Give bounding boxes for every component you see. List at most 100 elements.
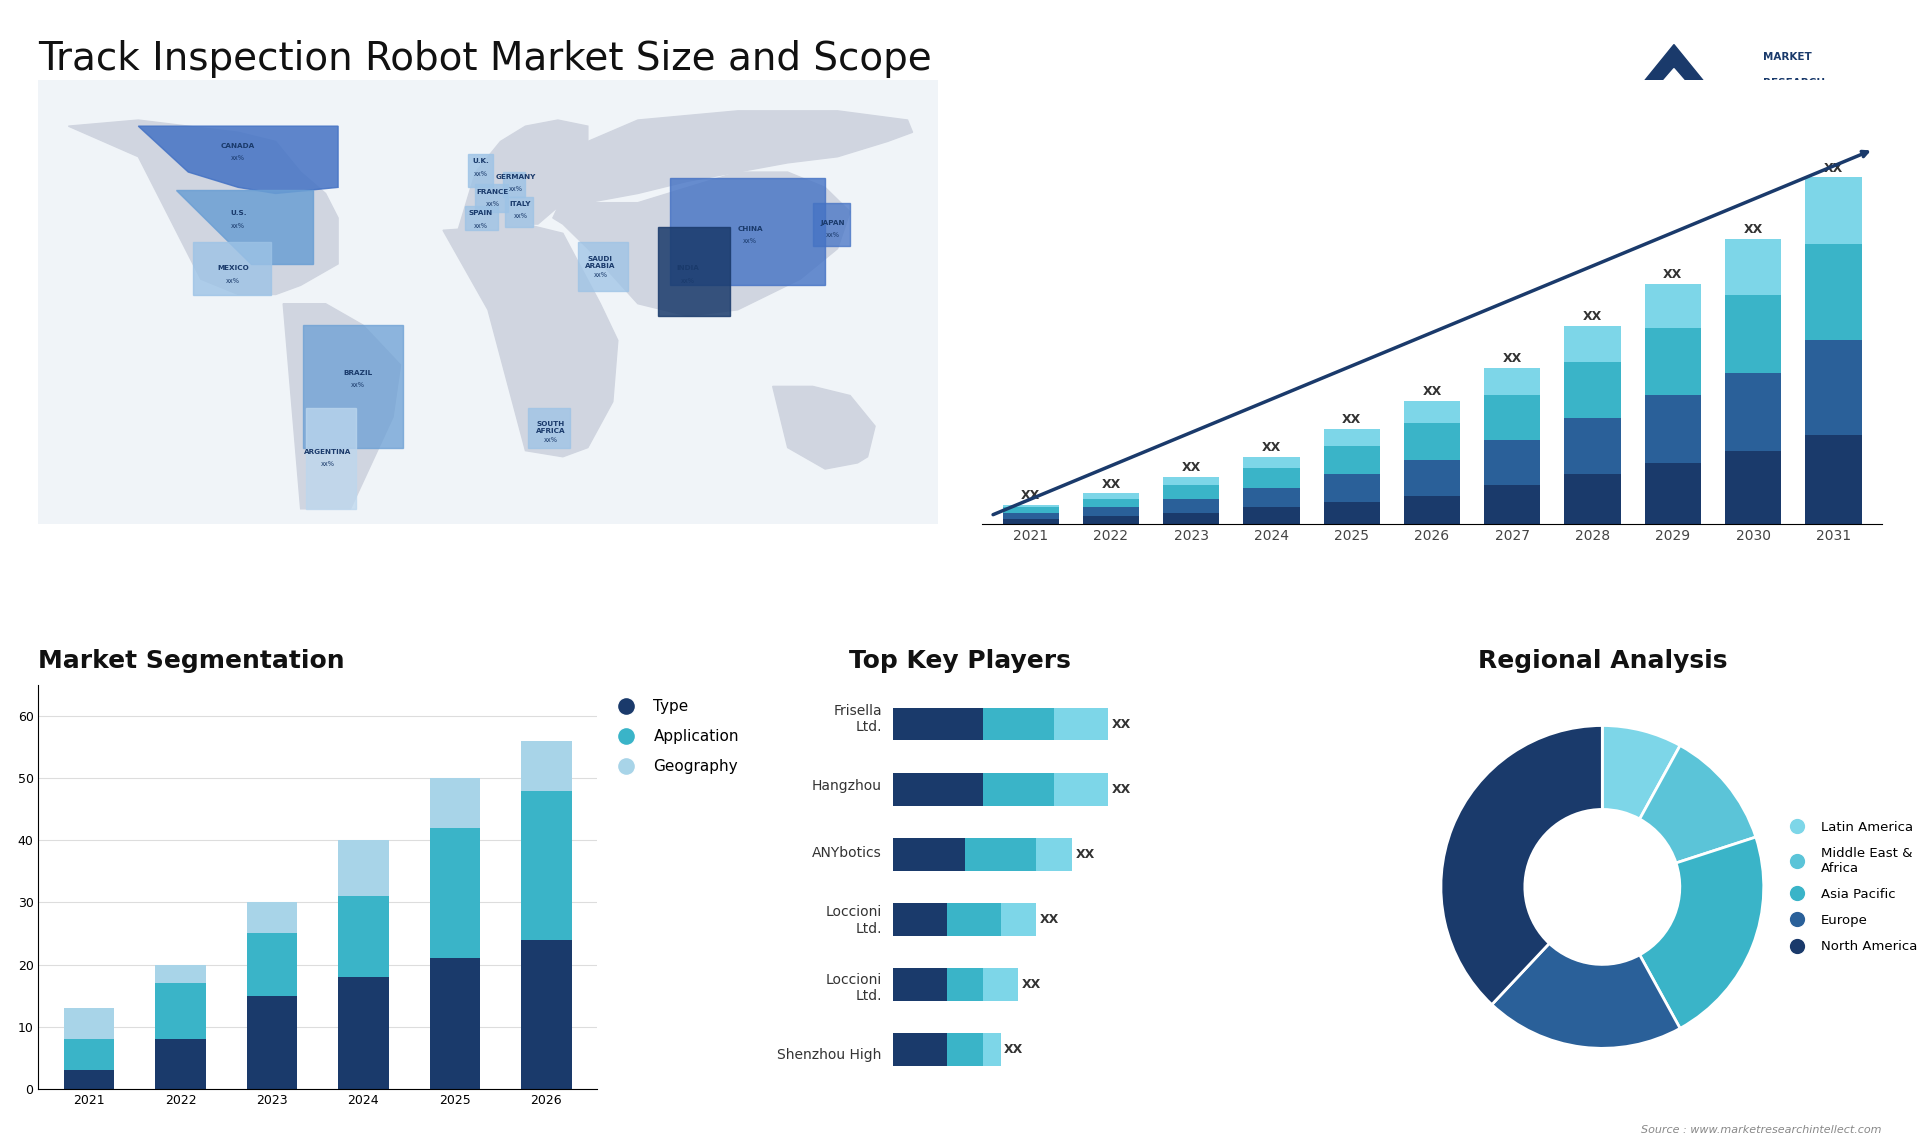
Bar: [1323, 446, 1380, 473]
Bar: [1404, 423, 1459, 460]
Text: XX: XX: [1423, 385, 1442, 399]
Bar: [1645, 463, 1701, 524]
Text: U.K.: U.K.: [472, 158, 490, 164]
Bar: [156, 965, 205, 983]
Bar: [430, 778, 480, 827]
Text: Shenzhou High: Shenzhou High: [778, 1049, 881, 1062]
Bar: [430, 827, 480, 958]
Polygon shape: [553, 111, 912, 218]
Bar: [1645, 395, 1701, 463]
Bar: [156, 1039, 205, 1089]
Text: xx%: xx%: [743, 238, 756, 244]
Text: xx%: xx%: [230, 222, 246, 229]
Text: BRAZIL: BRAZIL: [344, 370, 372, 376]
Polygon shape: [503, 172, 526, 197]
Bar: [1645, 283, 1701, 329]
Text: Loccioni
Ltd.: Loccioni Ltd.: [826, 973, 881, 1003]
Bar: [1565, 362, 1620, 418]
Text: GERMANY: GERMANY: [495, 174, 536, 180]
Polygon shape: [305, 408, 355, 509]
Bar: [1323, 502, 1380, 524]
Text: CANADA: CANADA: [221, 143, 255, 149]
Bar: [1724, 374, 1782, 452]
Text: Frisella
Ltd.: Frisella Ltd.: [833, 704, 881, 733]
Bar: [1083, 508, 1139, 516]
Bar: [1404, 401, 1459, 423]
Text: xx%: xx%: [486, 202, 499, 207]
Polygon shape: [465, 206, 497, 230]
Bar: [63, 1070, 113, 1089]
Text: xx%: xx%: [227, 277, 240, 284]
Polygon shape: [69, 120, 338, 295]
Text: Track Inspection Robot Market Size and Scope: Track Inspection Robot Market Size and S…: [38, 40, 931, 78]
Bar: [1805, 244, 1862, 339]
Polygon shape: [303, 325, 403, 448]
Text: INDIA: INDIA: [676, 266, 699, 272]
Text: xx%: xx%: [682, 277, 695, 284]
Text: XX: XX: [1021, 488, 1041, 502]
Polygon shape: [670, 178, 826, 285]
Text: xx%: xx%: [351, 382, 365, 387]
Text: Loccioni
Ltd.: Loccioni Ltd.: [826, 905, 881, 935]
Text: xx%: xx%: [321, 462, 336, 468]
Bar: [1484, 368, 1540, 395]
Text: XX: XX: [1663, 268, 1682, 281]
Wedge shape: [1492, 943, 1680, 1049]
Bar: [1002, 518, 1058, 524]
Text: ARGENTINA: ARGENTINA: [305, 449, 351, 455]
Bar: [63, 1008, 113, 1039]
Polygon shape: [459, 120, 588, 230]
Bar: [1805, 339, 1862, 434]
Bar: [1565, 473, 1620, 524]
Text: xx%: xx%: [543, 437, 557, 444]
Text: xx%: xx%: [474, 171, 488, 176]
Polygon shape: [578, 243, 628, 291]
Polygon shape: [476, 185, 509, 212]
Bar: [1484, 440, 1540, 485]
Bar: [1404, 460, 1459, 496]
Text: INTELLECT: INTELLECT: [1763, 104, 1826, 115]
Bar: [430, 958, 480, 1089]
Polygon shape: [553, 172, 851, 316]
Bar: [1724, 295, 1782, 374]
Wedge shape: [1440, 725, 1603, 1005]
Bar: [1164, 513, 1219, 524]
Text: XX: XX: [1261, 441, 1281, 454]
Text: SOUTH
AFRICA: SOUTH AFRICA: [536, 422, 564, 434]
Bar: [1002, 504, 1058, 508]
Bar: [1724, 452, 1782, 524]
Polygon shape: [282, 304, 401, 509]
Text: xx%: xx%: [826, 231, 839, 238]
Bar: [1164, 485, 1219, 499]
Bar: [248, 902, 298, 934]
Bar: [1002, 513, 1058, 518]
Text: SAUDI
ARABIA: SAUDI ARABIA: [586, 256, 616, 269]
Text: SPAIN: SPAIN: [468, 211, 493, 217]
Bar: [1164, 477, 1219, 485]
Text: ITALY: ITALY: [509, 202, 532, 207]
Bar: [63, 1039, 113, 1070]
Bar: [338, 976, 388, 1089]
Text: XX: XX: [1743, 223, 1763, 236]
FancyBboxPatch shape: [1588, 21, 1897, 146]
Text: XX: XX: [1342, 414, 1361, 426]
Bar: [1244, 457, 1300, 469]
Bar: [1244, 508, 1300, 524]
Text: XX: XX: [1503, 352, 1523, 364]
Polygon shape: [1632, 69, 1716, 117]
Polygon shape: [772, 386, 876, 469]
Text: ANYbotics: ANYbotics: [812, 846, 881, 861]
Bar: [156, 983, 205, 1039]
Bar: [1323, 473, 1380, 502]
Polygon shape: [194, 243, 271, 295]
Polygon shape: [177, 190, 313, 264]
Text: Market Segmentation: Market Segmentation: [38, 650, 346, 674]
Legend: Latin America, Middle East &
Africa, Asia Pacific, Europe, North America: Latin America, Middle East & Africa, Asi…: [1778, 815, 1920, 958]
Bar: [1645, 329, 1701, 395]
Bar: [338, 840, 388, 896]
Wedge shape: [1603, 725, 1680, 819]
Text: XX: XX: [1102, 478, 1121, 490]
Wedge shape: [1640, 745, 1757, 863]
Polygon shape: [468, 154, 493, 187]
Text: xx%: xx%: [593, 272, 607, 277]
